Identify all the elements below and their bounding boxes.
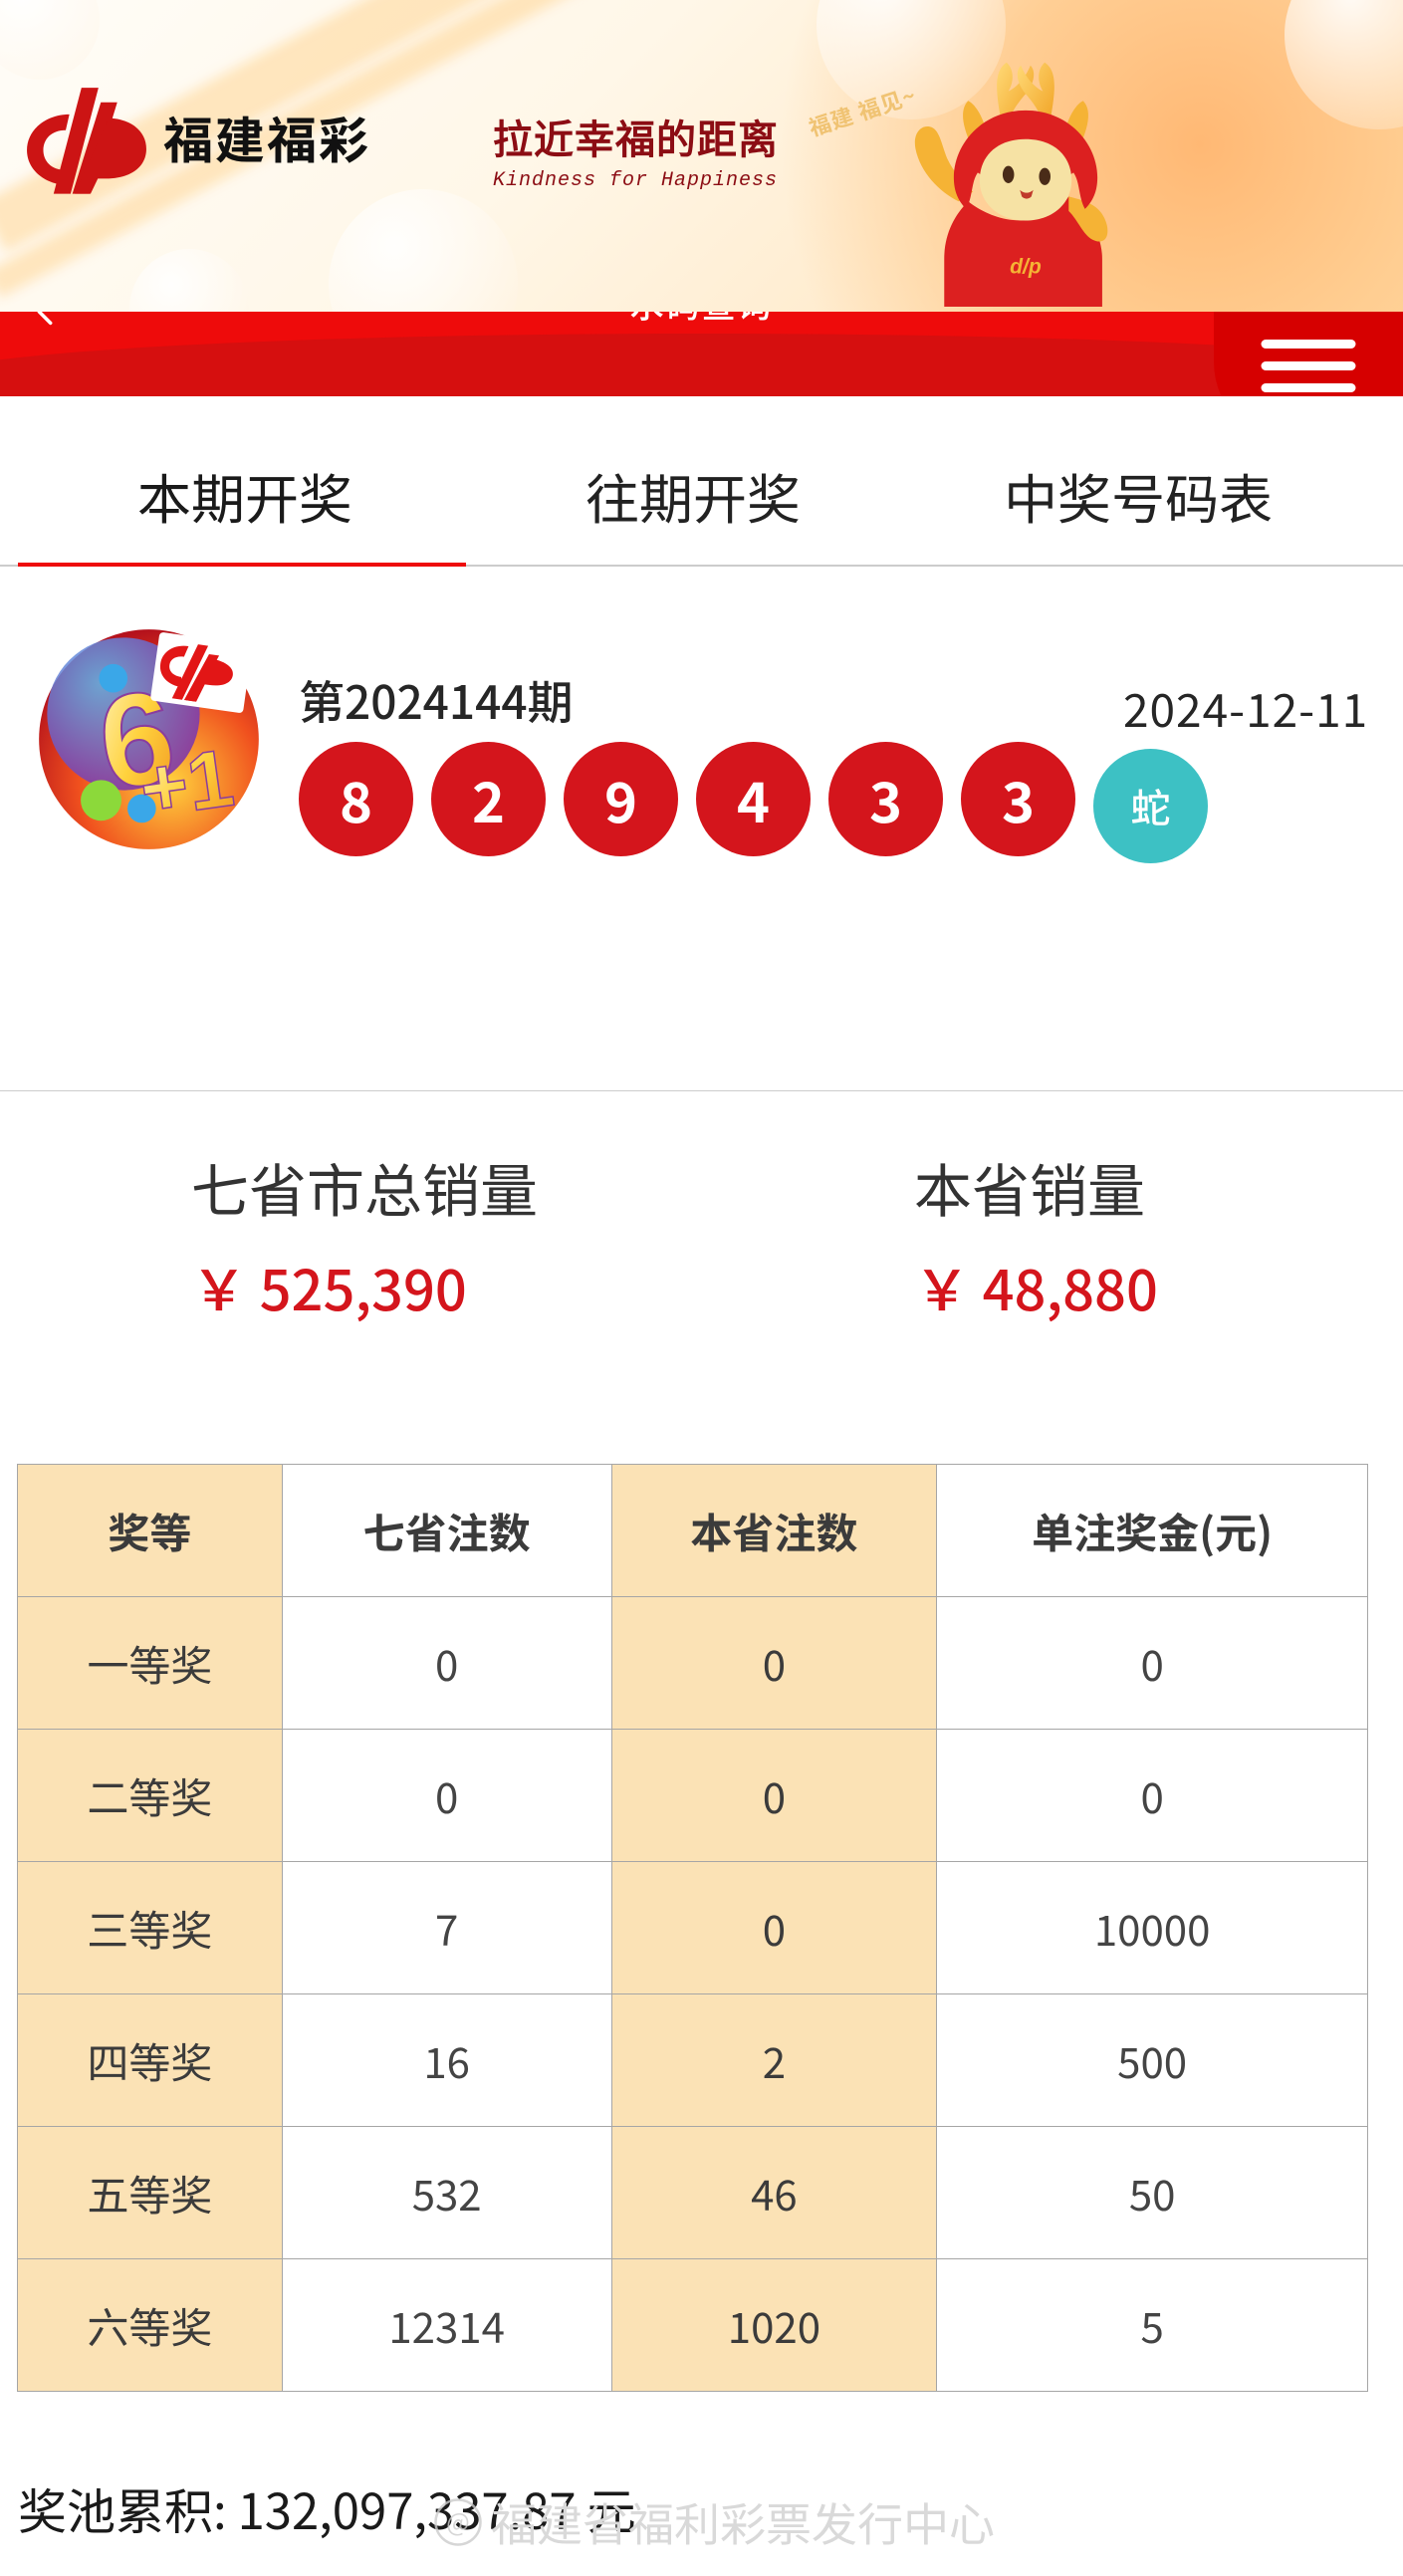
- svg-text:+1: +1: [134, 733, 239, 835]
- svg-text:@: @: [446, 2503, 470, 2539]
- svg-text:d/p: d/p: [1010, 255, 1042, 278]
